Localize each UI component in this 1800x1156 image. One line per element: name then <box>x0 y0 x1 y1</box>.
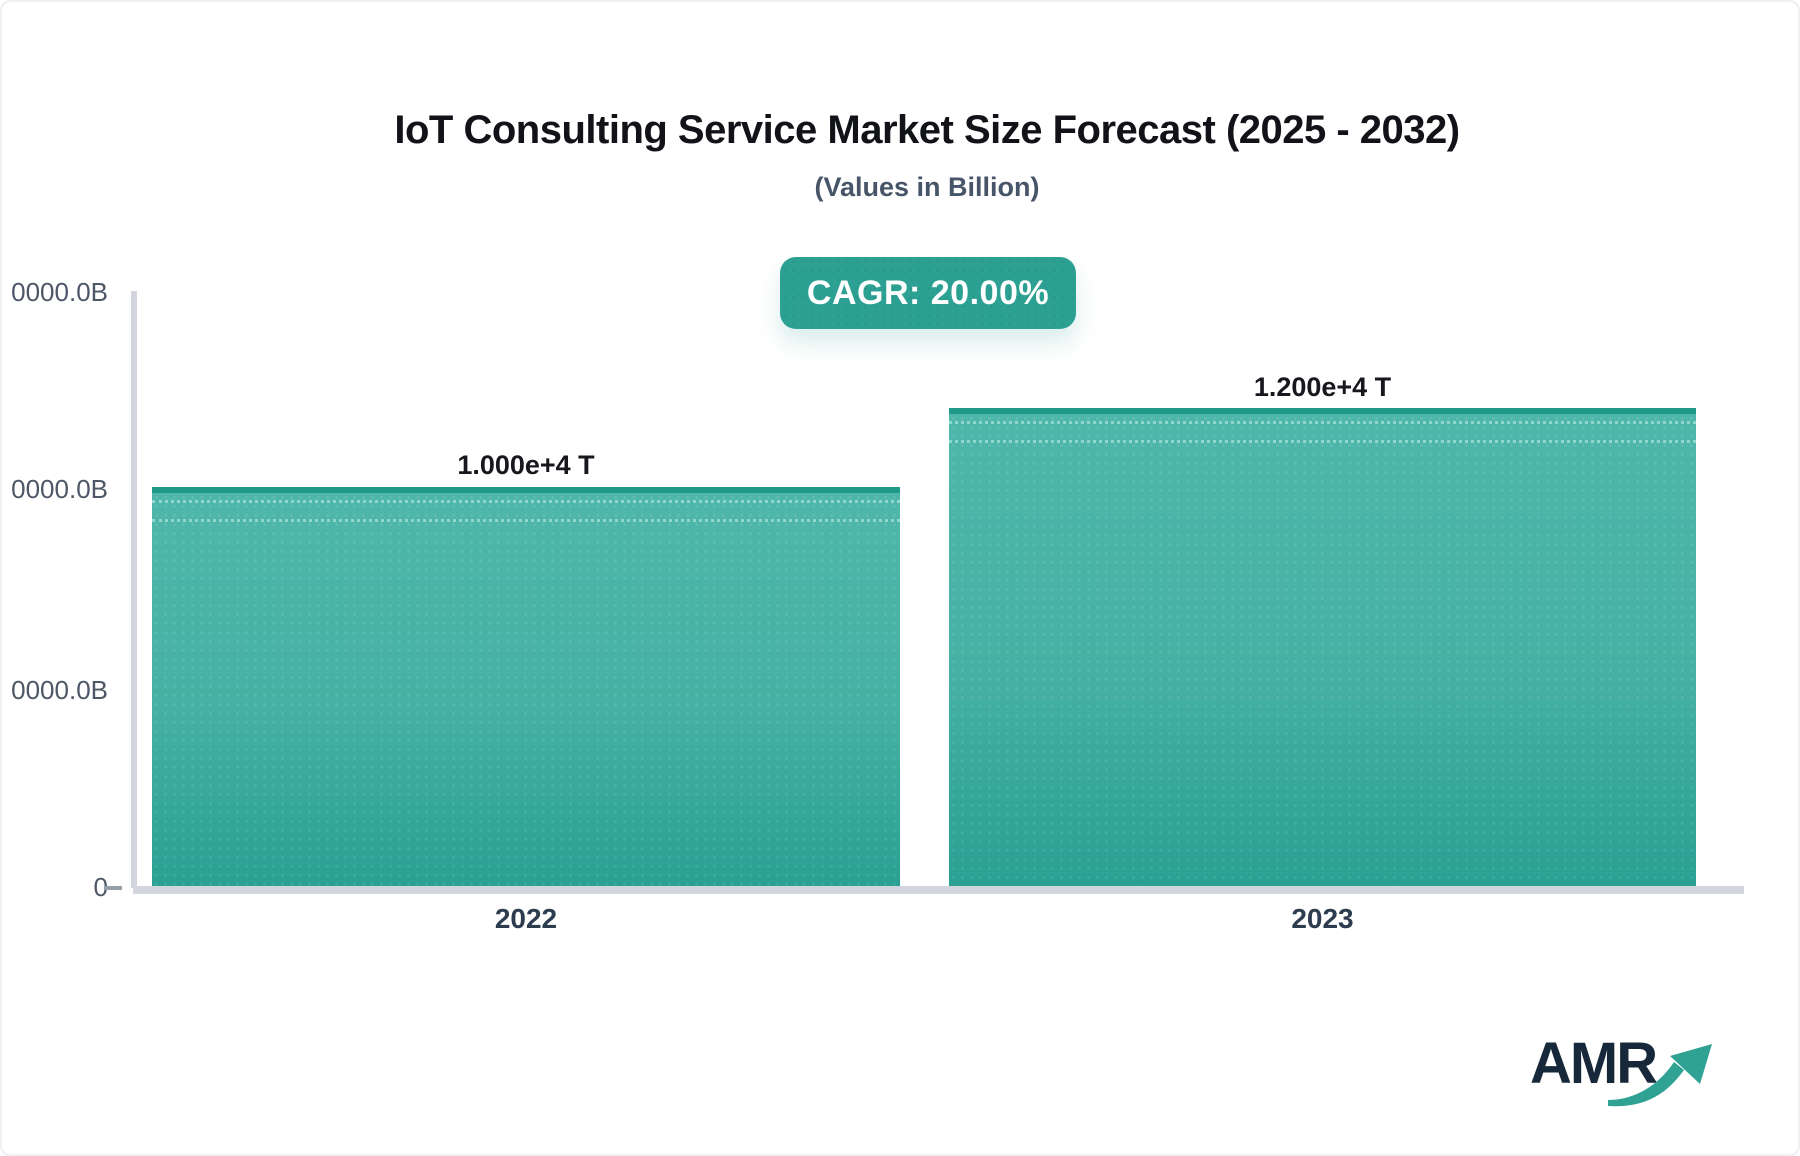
amr-logo-text: AMR <box>1530 1031 1658 1096</box>
chart-subtitle: (Values in Billion) <box>814 172 1040 202</box>
x-tick-label-2022: 2022 <box>494 903 558 934</box>
bar-2022 <box>152 487 900 886</box>
amr-logo: AMR <box>1530 1030 1730 1120</box>
bar-texture-dots <box>949 440 1696 443</box>
bar-texture-dots <box>152 519 900 522</box>
x-axis-line <box>133 886 1744 894</box>
bar-2023 <box>949 408 1696 886</box>
y-tick-label-15000: 0000.0B <box>11 277 108 307</box>
y-tick-label-0: 0 <box>93 872 108 902</box>
x-tick-label-2023: 2023 <box>1291 903 1354 934</box>
chart-title: IoT Consulting Service Market Size Forec… <box>394 108 1460 152</box>
amr-logo-arrow-icon <box>1608 1044 1712 1107</box>
bar-texture-dots <box>949 421 1696 424</box>
y-axis-line <box>131 291 137 888</box>
bar-value-label-2023: 1.200e+4 T <box>1253 372 1392 402</box>
y-tick-label-5000: 0000.0B <box>11 675 108 705</box>
y-tick-label-10000: 0000.0B <box>11 474 108 504</box>
bar-value-label-2022: 1.000e+4 T <box>457 450 595 480</box>
cagr-badge: CAGR: 20.00% <box>780 257 1076 329</box>
bar-texture-dots <box>152 500 900 503</box>
y-axis-zero-tick-mark <box>104 886 122 890</box>
cagr-badge-label: CAGR: 20.00% <box>806 273 1050 312</box>
